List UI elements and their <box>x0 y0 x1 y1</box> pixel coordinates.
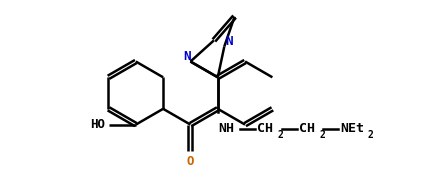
Text: NH: NH <box>218 122 234 135</box>
Text: 2: 2 <box>319 130 325 140</box>
Text: CH: CH <box>257 122 273 135</box>
Text: NEt: NEt <box>340 122 364 135</box>
Text: HO: HO <box>89 118 105 131</box>
Text: O: O <box>187 155 194 168</box>
Text: N: N <box>183 50 190 63</box>
Text: 2: 2 <box>368 130 373 140</box>
Text: CH: CH <box>299 122 315 135</box>
Text: 2: 2 <box>278 130 284 140</box>
Text: N: N <box>225 35 233 48</box>
